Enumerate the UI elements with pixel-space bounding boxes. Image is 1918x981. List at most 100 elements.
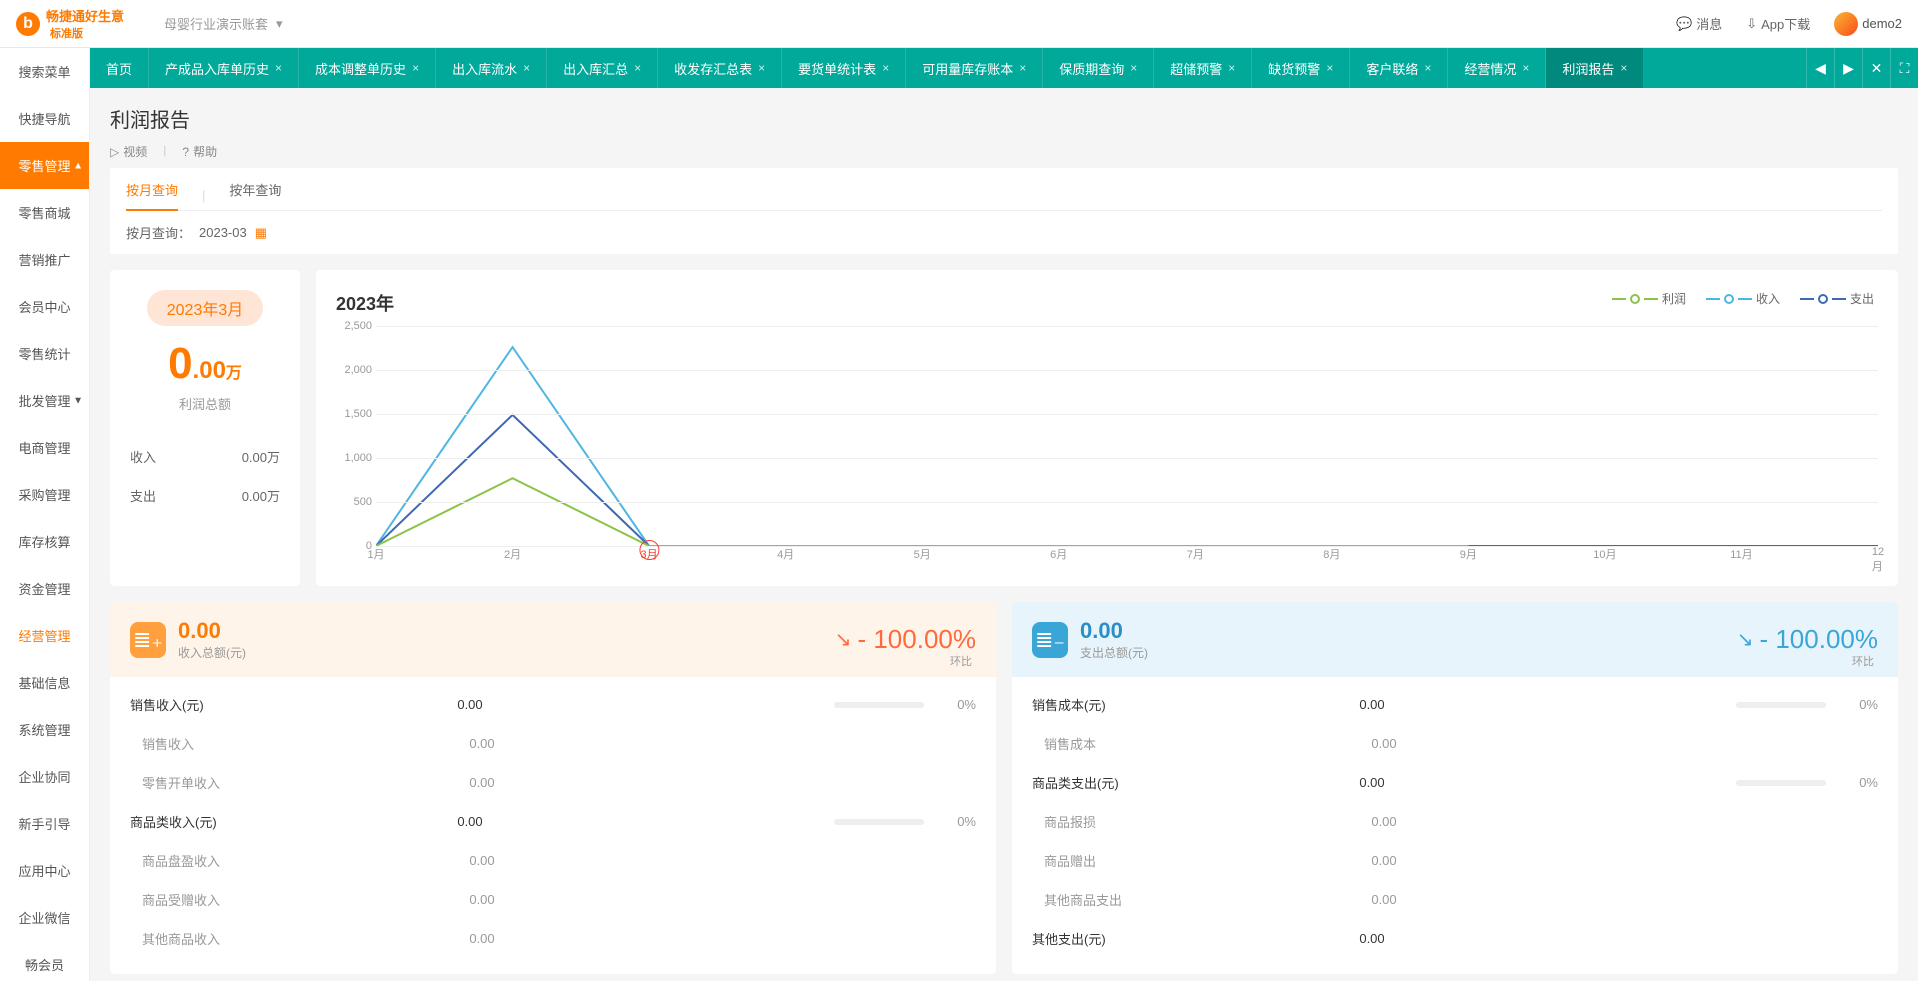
data-row: 商品赠出0.00 xyxy=(1032,841,1878,880)
app-download-link[interactable]: ⇩ App下载 xyxy=(1746,14,1810,33)
sidebar-item-retail-stats[interactable]: 零售统计 xyxy=(0,330,89,377)
close-icon[interactable]: × xyxy=(523,61,530,75)
tab[interactable]: 首页 xyxy=(90,48,149,88)
user-menu[interactable]: demo2 xyxy=(1834,12,1902,36)
tab[interactable]: 产成品入库单历史× xyxy=(149,48,299,88)
income-ratio-value: - 100.00% xyxy=(857,624,976,655)
query-tab[interactable]: 按月查询 xyxy=(126,180,178,211)
y-tick-label: 2,000 xyxy=(336,364,372,376)
sidebar-item-inventory-acc[interactable]: 库存核算 xyxy=(0,518,89,565)
top-header: b 畅捷通好生意 标准版 母婴行业演示账套 ▾ 💬 消息 ⇩ App下载 dem… xyxy=(0,0,1918,48)
data-row: 其他商品收入0.00 xyxy=(130,919,976,958)
sidebar-item-quick-nav[interactable]: 快捷导航 xyxy=(0,95,89,142)
close-icon[interactable]: × xyxy=(1620,61,1627,75)
data-row: 商品类支出(元)0.000% xyxy=(1032,763,1878,802)
expense-sub: 支出总额(元) xyxy=(1080,644,1148,661)
tabs-fullscreen[interactable]: ⛶ xyxy=(1890,48,1918,88)
close-icon[interactable]: × xyxy=(882,61,889,75)
data-row: 销售收入0.00 xyxy=(130,724,976,763)
caret-icon: ▲ xyxy=(73,160,83,171)
sidebar-item-retail-manage[interactable]: 零售管理▲ xyxy=(0,142,89,189)
account-selector[interactable]: 母婴行业演示账套 ▾ xyxy=(164,14,283,33)
sidebar-item-guide[interactable]: 新手引导 xyxy=(0,800,89,847)
download-icon: ⇩ xyxy=(1746,16,1757,32)
messages-link[interactable]: 💬 消息 xyxy=(1676,14,1722,33)
data-row: 销售成本0.00 xyxy=(1032,724,1878,763)
query-label: 按月查询： xyxy=(126,223,191,242)
sidebar-item-marketing[interactable]: 营销推广 xyxy=(0,236,89,283)
close-icon[interactable]: × xyxy=(758,61,765,75)
tab[interactable]: 超储预警× xyxy=(1154,48,1252,88)
close-icon[interactable]: × xyxy=(412,61,419,75)
logo-icon: b xyxy=(16,12,40,36)
sidebar-item-wholesale[interactable]: 批发管理▼ xyxy=(0,377,89,424)
brand-name: 畅捷通好生意 xyxy=(46,6,124,25)
summary-period: 2023年3月 xyxy=(147,290,264,326)
chevron-down-icon: ▾ xyxy=(276,16,283,32)
tab[interactable]: 出入库流水× xyxy=(436,48,547,88)
legend-item: 利润 xyxy=(1612,290,1686,307)
x-tick-label: 1月 xyxy=(367,546,384,562)
chart-lines xyxy=(376,326,1878,546)
data-row: 商品报损0.00 xyxy=(1032,802,1878,841)
income-icon: ≣₊ xyxy=(130,622,166,658)
income-panel: ≣₊ 0.00 收入总额(元) ↘ - 100.00% xyxy=(110,602,996,974)
sidebar-item-enterprise-coop[interactable]: 企业协同 xyxy=(0,753,89,800)
message-icon: 💬 xyxy=(1676,16,1692,32)
close-icon[interactable]: × xyxy=(1130,61,1137,75)
video-link[interactable]: ▷ 视频 xyxy=(110,143,147,160)
close-icon[interactable]: × xyxy=(1019,61,1026,75)
close-icon[interactable]: × xyxy=(1522,61,1529,75)
tab[interactable]: 利润报告× xyxy=(1546,48,1644,88)
tabs-scroll-left[interactable]: ◀ xyxy=(1806,48,1834,88)
sidebar-item-chang-member[interactable]: 畅会员 xyxy=(0,941,89,981)
tab[interactable]: 保质期查询× xyxy=(1043,48,1154,88)
x-tick-label: 3月 xyxy=(641,546,658,562)
tab[interactable]: 成本调整单历史× xyxy=(299,48,436,88)
close-icon[interactable]: × xyxy=(1228,61,1235,75)
tab[interactable]: 经营情况× xyxy=(1448,48,1546,88)
tab[interactable]: 出入库汇总× xyxy=(547,48,658,88)
data-row: 商品受赠收入0.00 xyxy=(130,880,976,919)
close-icon[interactable]: × xyxy=(634,61,641,75)
sidebar-item-app-center[interactable]: 应用中心 xyxy=(0,847,89,894)
x-tick-label: 4月 xyxy=(777,546,794,562)
x-tick-label: 6月 xyxy=(1050,546,1067,562)
data-row: 零售开单收入0.00 xyxy=(130,763,976,802)
close-icon[interactable]: × xyxy=(1424,61,1431,75)
sidebar-item-ecommerce[interactable]: 电商管理 xyxy=(0,424,89,471)
sidebar-item-system[interactable]: 系统管理 xyxy=(0,706,89,753)
tab[interactable]: 客户联络× xyxy=(1350,48,1448,88)
query-value: 2023-03 xyxy=(199,225,247,240)
logo: b 畅捷通好生意 标准版 xyxy=(16,6,124,41)
summary-row: 支出0.00万 xyxy=(130,476,280,515)
calendar-icon[interactable]: ▦ xyxy=(255,225,267,241)
summary-row: 收入0.00万 xyxy=(130,437,280,476)
data-row: 其他支出(元)0.00 xyxy=(1032,919,1878,958)
sidebar-item-search-menu[interactable]: 搜索菜单 xyxy=(0,48,89,95)
tab[interactable]: 缺货预警× xyxy=(1252,48,1350,88)
account-name: 母婴行业演示账套 xyxy=(164,14,268,33)
tab[interactable]: 可用量库存账本× xyxy=(906,48,1043,88)
expense-panel: ≣₋ 0.00 支出总额(元) ↘ - 100.00% xyxy=(1012,602,1898,974)
tabs-close-all[interactable]: ✕ xyxy=(1862,48,1890,88)
help-link[interactable]: ? 帮助 xyxy=(182,143,217,160)
sidebar-item-member-center[interactable]: 会员中心 xyxy=(0,283,89,330)
query-tab[interactable]: 按年查询 xyxy=(229,180,281,210)
sidebar-item-operation[interactable]: 经营管理 xyxy=(0,612,89,659)
sidebar-item-funds[interactable]: 资金管理 xyxy=(0,565,89,612)
legend-item: 支出 xyxy=(1800,290,1874,307)
help-icon: ? xyxy=(182,145,189,159)
close-icon[interactable]: × xyxy=(275,61,282,75)
tab[interactable]: 收发存汇总表× xyxy=(658,48,782,88)
sidebar-item-wechat-work[interactable]: 企业微信 xyxy=(0,894,89,941)
tabs-scroll-right[interactable]: ▶ xyxy=(1834,48,1862,88)
close-icon[interactable]: × xyxy=(1326,61,1333,75)
page-content: 利润报告 ▷ 视频 | ? 帮助 按月查询|按年查询 按月查询： xyxy=(90,88,1918,981)
sidebar-item-retail-mall[interactable]: 零售商城 xyxy=(0,189,89,236)
sidebar: 搜索菜单快捷导航零售管理▲零售商城营销推广会员中心零售统计批发管理▼电商管理采购… xyxy=(0,48,90,981)
sidebar-item-basic-info[interactable]: 基础信息 xyxy=(0,659,89,706)
expense-ratio-label: 环比 xyxy=(1852,653,1874,669)
tab[interactable]: 要货单统计表× xyxy=(782,48,906,88)
sidebar-item-purchase[interactable]: 采购管理 xyxy=(0,471,89,518)
